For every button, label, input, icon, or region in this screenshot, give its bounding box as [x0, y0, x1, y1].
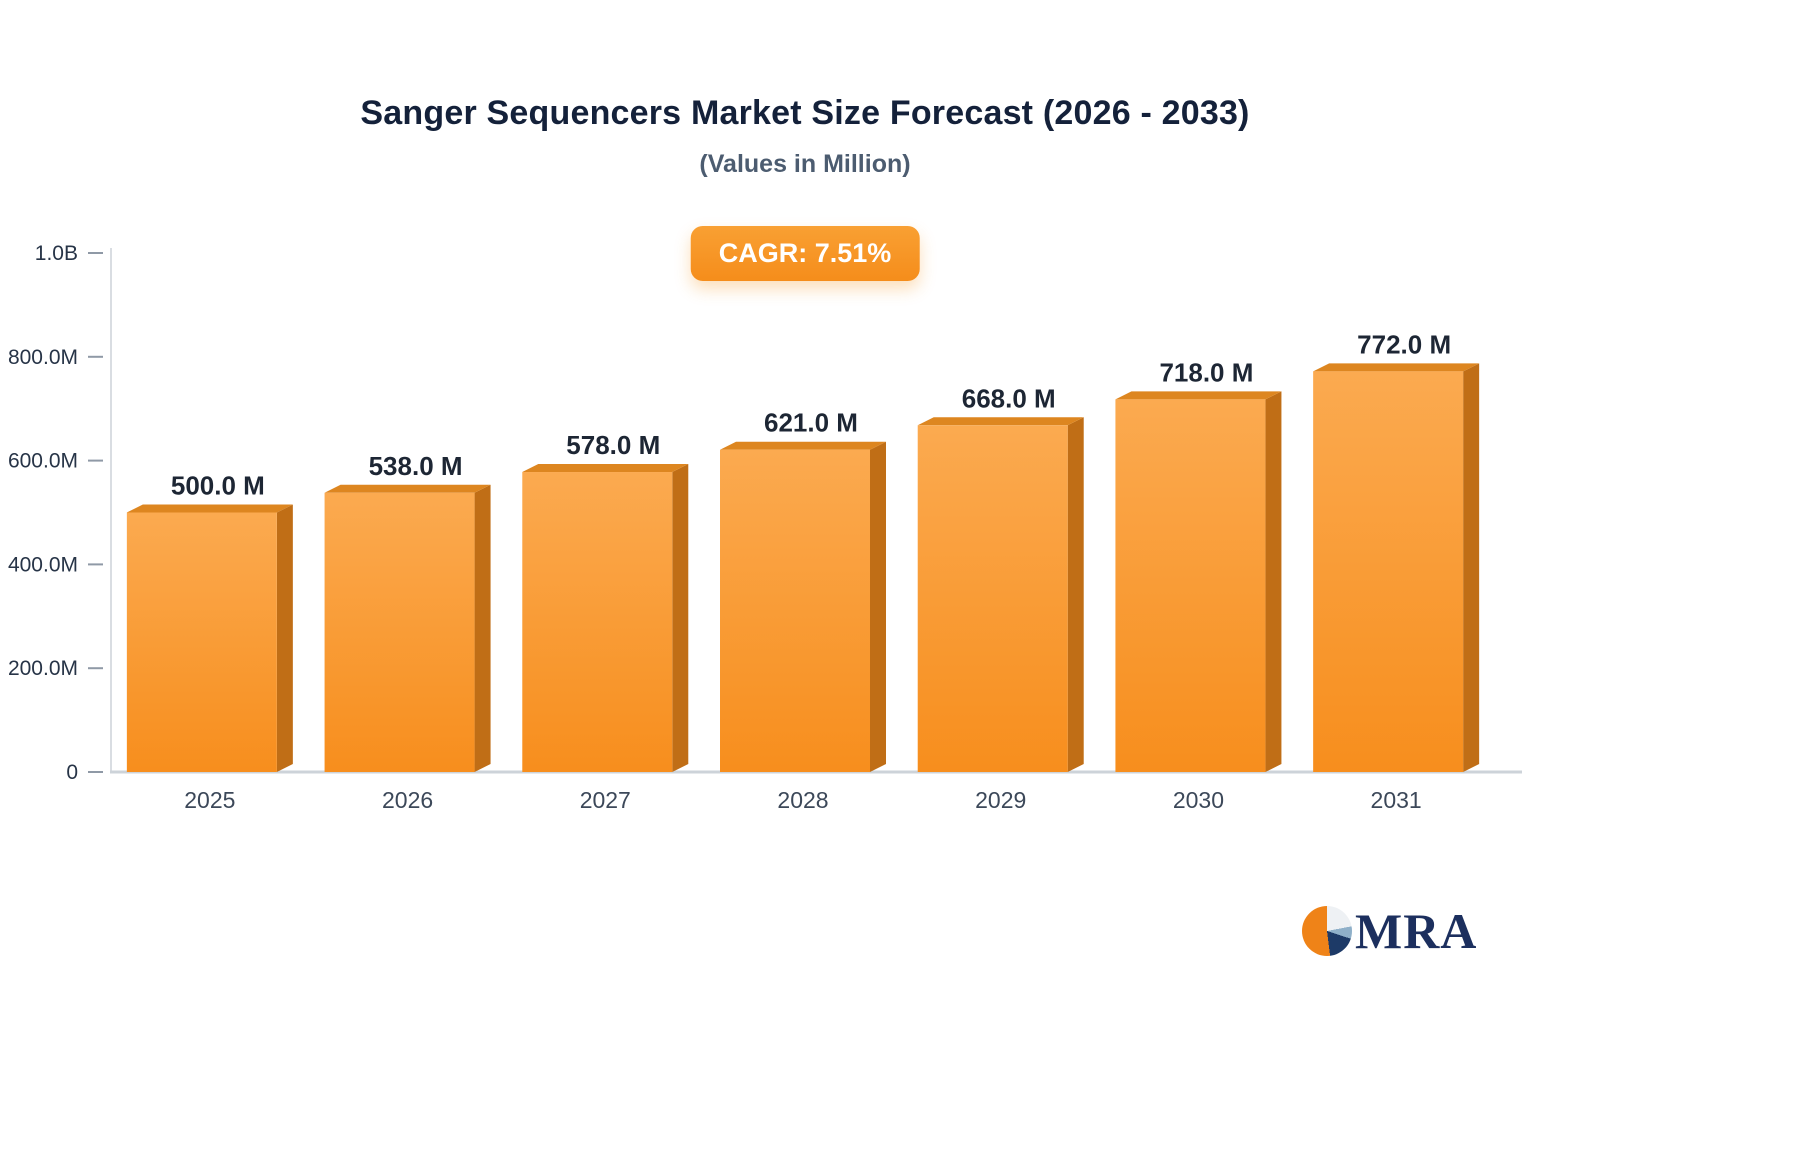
x-axis-label: 2030: [1173, 787, 1224, 813]
y-tick-label: 400.0M: [8, 553, 78, 576]
bar-group-2028: [720, 441, 886, 772]
bar-value-label: 538.0 M: [369, 451, 463, 481]
bar-top-face: [126, 504, 293, 513]
bar-side-face: [474, 484, 491, 772]
bar-top-face: [917, 417, 1084, 426]
mra-logo: MRA: [1302, 902, 1477, 960]
bar-value-label: 500.0 M: [171, 471, 265, 501]
bar-group-2030: [1115, 391, 1282, 772]
bar-group-2027: [522, 464, 689, 772]
bar-front-face: [1313, 371, 1464, 772]
bar-value-label: 668.0 M: [962, 383, 1056, 413]
bar-group-2025: [126, 504, 293, 772]
bar-front-face: [720, 449, 870, 772]
y-tick-label: 800.0M: [8, 346, 78, 369]
bar-top-face: [720, 441, 886, 450]
bar-side-face: [672, 464, 689, 772]
chart-subtitle: (Values in Million): [699, 150, 911, 178]
bar-group-2029: [917, 417, 1084, 772]
bar-front-face: [1115, 399, 1266, 772]
bar-front-face: [126, 512, 277, 772]
cagr-badge: CAGR: 7.51%: [690, 226, 920, 281]
x-axis-label: 2031: [1371, 787, 1422, 813]
bar-value-label: 718.0 M: [1159, 357, 1253, 387]
bar-value-label: 772.0 M: [1357, 329, 1451, 359]
bar-side-face: [870, 441, 886, 772]
bar-value-label: 621.0 M: [764, 408, 858, 438]
bar-front-face: [917, 425, 1068, 772]
y-tick-label: 0: [66, 761, 78, 784]
x-axis-label: 2026: [382, 787, 433, 813]
bar-side-face: [1463, 363, 1480, 772]
bar-top-face: [324, 484, 491, 493]
bar-group-2031: [1313, 363, 1480, 772]
bar-side-face: [1067, 417, 1084, 772]
bar-front-face: [522, 472, 673, 772]
bar-value-label: 578.0 M: [566, 430, 660, 460]
y-tick-label: 200.0M: [8, 657, 78, 680]
bar-top-face: [522, 464, 689, 473]
mra-logo-text: MRA: [1355, 903, 1478, 959]
x-axis-label: 2029: [975, 787, 1026, 813]
x-axis-label: 2025: [184, 787, 235, 813]
bar-top-face: [1313, 363, 1480, 372]
chart-title: Sanger Sequencers Market Size Forecast (…: [360, 94, 1250, 132]
bar-group-2026: [324, 484, 491, 772]
x-axis-label: 2028: [777, 787, 828, 813]
y-tick-label: 1.0B: [35, 242, 78, 265]
bar-side-face: [1265, 391, 1282, 772]
bar-top-face: [1115, 391, 1282, 400]
x-axis-label: 2027: [580, 787, 631, 813]
pie-chart-logo-icon: [1302, 906, 1352, 956]
bar-side-face: [276, 504, 293, 772]
y-tick-label: 600.0M: [8, 450, 78, 473]
bar-front-face: [324, 492, 475, 772]
